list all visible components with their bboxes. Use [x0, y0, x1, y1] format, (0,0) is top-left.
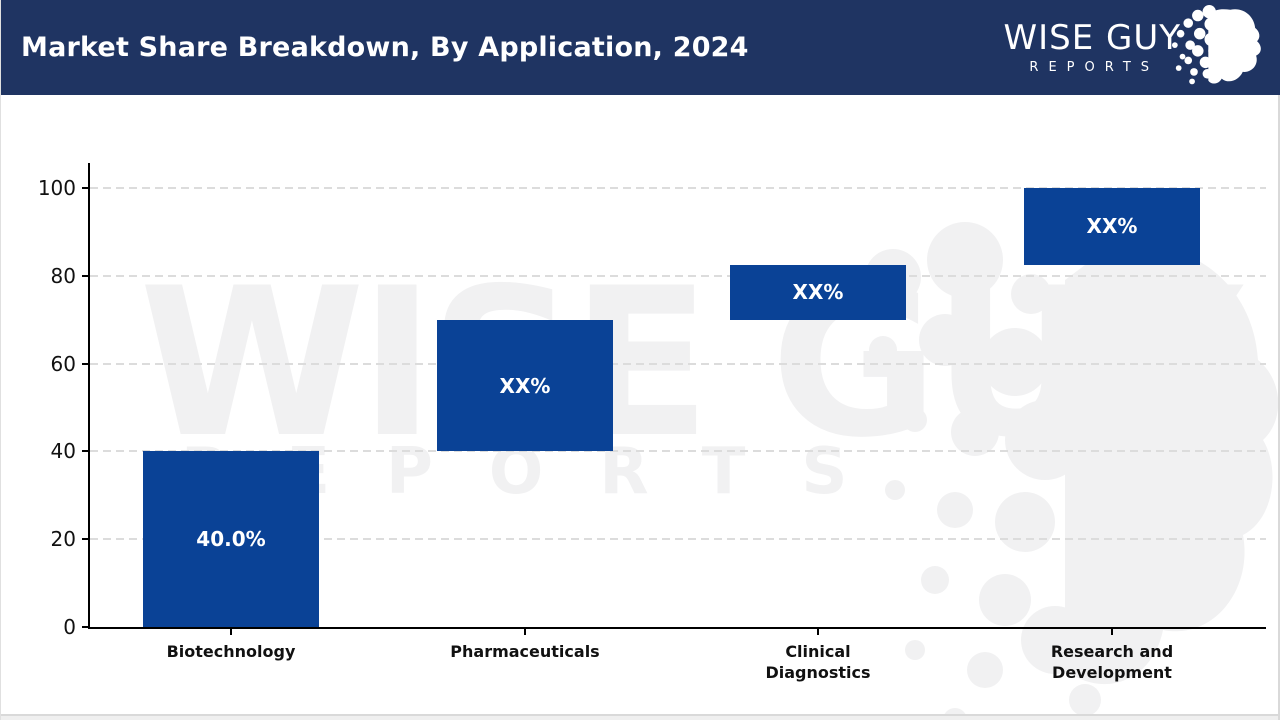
- gridline-y20: [90, 538, 1266, 541]
- bar-value-label: XX%: [499, 373, 551, 398]
- watermark-head-graphic: [865, 222, 1279, 720]
- y-tick-0: [82, 626, 88, 628]
- y-tick-label-60: 60: [50, 351, 76, 376]
- right-border: [1278, 95, 1280, 720]
- logo-name: WISE GUY: [1003, 18, 1181, 58]
- bar-research-and-development: [1024, 188, 1200, 265]
- y-tick-label-0: 0: [63, 615, 76, 639]
- y-tick-label-20: 20: [50, 527, 76, 552]
- y-tick-label-80: 80: [50, 263, 76, 288]
- y-tick-60: [82, 362, 88, 365]
- y-tick-20: [82, 538, 88, 541]
- bar-value-label: XX%: [1086, 214, 1138, 239]
- x-category-label: Pharmaceuticals: [450, 642, 600, 661]
- y-tick-label-100: 100: [37, 176, 76, 200]
- header: Market Share Breakdown, By Application, …: [1, 0, 1280, 95]
- y-tick-label-40: 40: [50, 439, 76, 464]
- gridline-y40: [90, 450, 1266, 453]
- gridline-y60: [90, 362, 1266, 365]
- x-category-label: Research and Development: [1050, 642, 1174, 682]
- gridline-y100: [90, 187, 1266, 189]
- bar-clinical-diagnostics: [730, 264, 906, 320]
- bar-pharmaceuticals: [437, 319, 613, 452]
- y-tick-100: [82, 187, 88, 189]
- bar-biotechnology: [143, 451, 319, 627]
- gridline-y80: [90, 274, 1266, 277]
- logo-subtitle: REPORTS: [1029, 60, 1160, 75]
- x-category-label: Clinical Diagnostics: [765, 642, 871, 682]
- bar-value-label: XX%: [792, 280, 844, 305]
- x-tick-0: [230, 629, 232, 635]
- chart-title: Market Share Breakdown, By Application, …: [21, 32, 749, 63]
- logo-head-icon: [1172, 4, 1261, 84]
- bar-value-label: 40.0%: [196, 527, 266, 552]
- logo-wordmark: WISE GUY REPORTS: [1003, 21, 1181, 74]
- x-axis-line: [88, 627, 1266, 629]
- y-tick-80: [82, 274, 88, 277]
- x-category-label: Biotechnology: [166, 642, 296, 661]
- x-tick-1: [524, 629, 526, 635]
- x-tick-3: [1111, 629, 1113, 635]
- x-tick-2: [817, 629, 819, 635]
- footer-divider: [1, 714, 1280, 720]
- y-tick-40: [82, 450, 88, 453]
- wiseguy-logo: WISE GUY REPORTS: [1003, 4, 1263, 91]
- y-axis-line: [88, 163, 90, 629]
